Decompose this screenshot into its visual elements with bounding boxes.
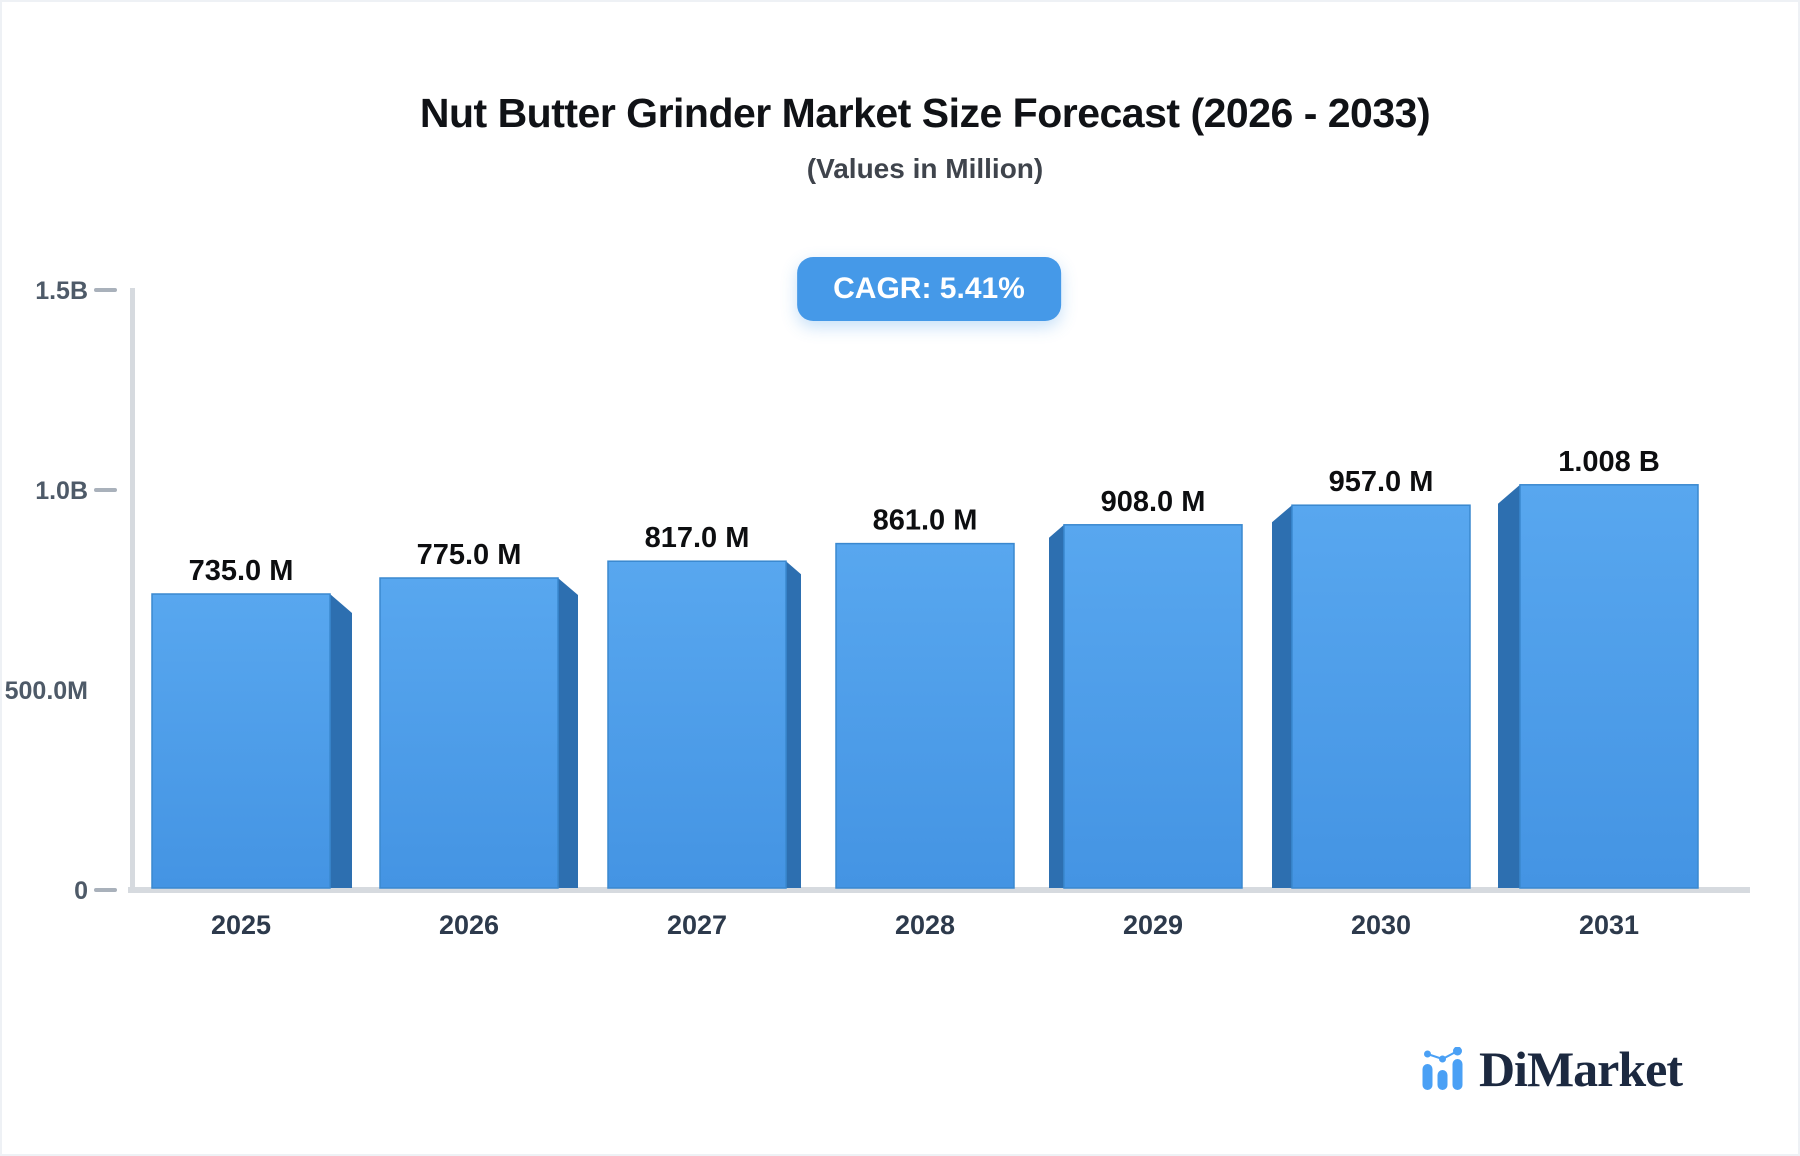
bar-value-label: 908.0 M: [1101, 486, 1206, 518]
brand-logo: DiMarket: [1420, 1040, 1683, 1098]
logo-bar: [1452, 1059, 1463, 1090]
x-axis-label: 2027: [667, 910, 727, 940]
x-axis-label: 2031: [1579, 910, 1639, 940]
axis-layer: 1.5B 1.0B 500.0M 0: [5, 277, 1750, 905]
bar-front-face: [151, 593, 331, 889]
bar-side-face: [1498, 484, 1520, 888]
logo-dot: [1452, 1047, 1462, 1056]
dimarket-logo-icon: [1422, 1047, 1463, 1090]
bar-front-face: [379, 577, 559, 889]
bar-side-face: [558, 578, 578, 888]
bar-front-face: [1063, 524, 1243, 889]
bar-side-face: [330, 594, 352, 888]
y-axis-label: 1.0B: [35, 477, 88, 505]
bar-2026: [379, 577, 578, 889]
y-axis-label: 0: [74, 877, 88, 905]
x-axis-label: 2030: [1351, 910, 1411, 940]
bar-2027: [607, 560, 801, 889]
y-tick-dash: [94, 288, 117, 292]
chart-title: Nut Butter Grinder Market Size Forecast …: [419, 90, 1431, 136]
y-axis-label: 1.5B: [35, 277, 88, 305]
chart-subtitle: (Values in Million): [806, 153, 1044, 184]
logo-bar: [1422, 1064, 1433, 1090]
bar-2028: [835, 542, 1015, 889]
labels-layer: 735.0 M 2025 775.0 M 2026 817.0 M 2027 861.0 M…: [189, 446, 1660, 940]
bar-2030: [1272, 504, 1471, 889]
brand-name: DiMarket: [1478, 1041, 1683, 1097]
bar-value-label: 775.0 M: [417, 539, 522, 571]
bar-2029: [1049, 524, 1243, 889]
bar-front-face: [607, 560, 787, 889]
x-axis-label: 2029: [1123, 910, 1183, 940]
x-axis-label: 2028: [895, 910, 955, 940]
x-axis-label: 2025: [211, 910, 271, 940]
cagr-badge: CAGR: 5.41%: [797, 257, 1061, 321]
y-axis-line: [130, 288, 135, 892]
y-tick-dash: [94, 488, 117, 492]
bar-front-face: [1519, 484, 1699, 889]
bar-value-label: 861.0 M: [873, 505, 978, 537]
x-axis-line: [128, 887, 1750, 893]
bar-value-label: 957.0 M: [1329, 466, 1434, 498]
logo-bar: [1437, 1070, 1448, 1090]
bar-front-face: [1291, 504, 1471, 889]
bar-value-label: 1.008 B: [1558, 446, 1660, 478]
bar-value-label: 735.0 M: [189, 555, 294, 587]
x-axis-label: 2026: [439, 910, 499, 940]
y-axis-label: 500.0M: [5, 677, 88, 705]
logo-dot: [1438, 1055, 1446, 1063]
bar-side-face: [786, 561, 801, 888]
bar-front-face: [835, 542, 1015, 889]
logo-dot: [1423, 1050, 1431, 1058]
bar-value-label: 817.0 M: [645, 522, 750, 554]
chart-header: Nut Butter Grinder Market Size Forecast …: [2, 90, 1798, 185]
bar-2025: [151, 593, 352, 889]
y-tick-dash: [94, 888, 117, 892]
bars-layer: [151, 484, 1699, 889]
bar-side-face: [1272, 505, 1292, 888]
bar-side-face: [1049, 524, 1064, 888]
bar-2031: [1498, 484, 1699, 889]
